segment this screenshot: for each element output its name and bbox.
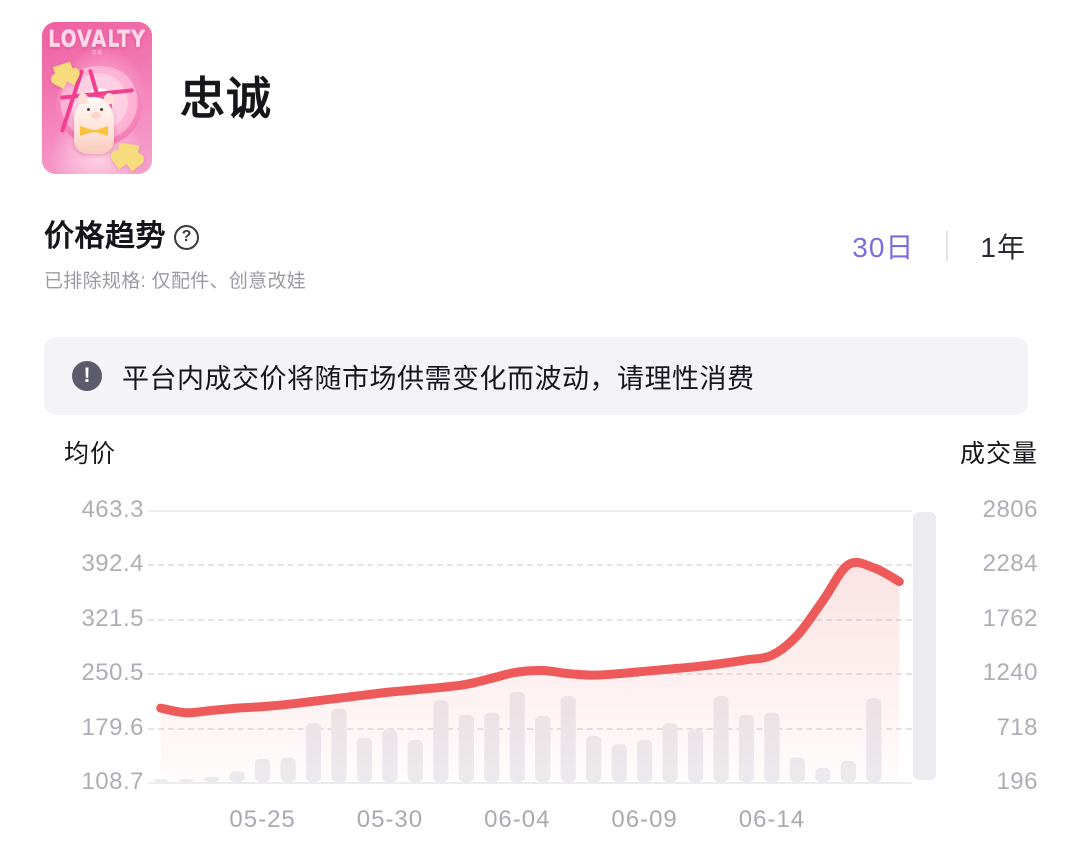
help-icon[interactable]: ? <box>174 224 199 250</box>
thumbnail-wordmark: LOVALTY <box>48 26 146 52</box>
section-subtitle: 已排除规格: 仅配件、创意改娃 <box>44 271 307 292</box>
x-tick: 06-04 <box>484 806 551 833</box>
volume-bar-latest <box>913 512 936 780</box>
y-tick-left: 463.3 <box>81 496 144 523</box>
y-tick-right: 196 <box>996 768 1038 795</box>
bowtie-icon <box>80 126 108 136</box>
exclamation-icon: ! <box>72 361 102 391</box>
price-trend-chart[interactable]: 均价 成交量 463.3 392.4 321.5 250.5 179.6 108.7 28… <box>0 424 1080 861</box>
y-tick-right: 1762 <box>982 604 1038 632</box>
plush-eye-left <box>87 108 90 111</box>
page-title: 价格趋势 <box>44 220 166 253</box>
x-tick: 06-14 <box>738 806 806 833</box>
y-tick-right: 2284 <box>982 550 1038 578</box>
plush-snout <box>91 112 101 119</box>
tab-divider <box>946 231 949 261</box>
y-tick-right: 718 <box>996 713 1038 741</box>
y-tick-right: 1240 <box>982 659 1038 687</box>
y-tick-left: 108.7 <box>81 768 144 795</box>
heart-icon <box>116 142 140 164</box>
price-disclaimer-banner: ! 平台内成交价将随市场供需变化而波动，请理性消费 <box>44 337 1028 415</box>
product-thumbnail[interactable]: LOVALTY 忠诚 <box>42 22 152 174</box>
range-tab-group: 30日 1年 <box>846 226 1032 266</box>
price-line <box>156 557 904 718</box>
product-header: LOVALTY 忠诚 忠诚 <box>42 22 272 174</box>
y-tick-left: 250.5 <box>81 659 144 687</box>
plush-character-icon <box>74 91 116 154</box>
chart-plot-area[interactable] <box>148 510 912 784</box>
section-title-row: 价格趋势 ? <box>44 222 306 252</box>
y-axis-title-right: 成交量 <box>959 440 1038 468</box>
y-tick-left: 321.5 <box>81 604 144 632</box>
gridline <box>148 564 912 567</box>
x-tick: 05-30 <box>356 806 424 833</box>
chart-svg <box>153 557 904 782</box>
y-axis-title-left: 均价 <box>64 440 117 468</box>
y-tick-left: 179.6 <box>81 713 144 741</box>
y-tick-left: 392.4 <box>81 550 144 578</box>
tab-1-year[interactable]: 1年 <box>980 232 1026 263</box>
gridline <box>148 510 912 512</box>
gridline <box>148 618 912 621</box>
product-title: 忠诚 <box>180 72 273 124</box>
section-header-left: 价格趋势 ? 已排除规格: 仅配件、创意改娃 <box>44 222 306 293</box>
thumbnail-wordmark-sub: 忠诚 <box>91 50 103 56</box>
x-tick: 06-09 <box>611 806 678 833</box>
plush-head <box>76 91 116 125</box>
plush-eye-right <box>100 108 103 111</box>
y-tick-right: 2806 <box>982 496 1038 523</box>
x-tick: 05-25 <box>229 806 296 833</box>
tab-30-days[interactable]: 30日 <box>852 232 915 263</box>
price-trend-section-header: 价格趋势 ? 已排除规格: 仅配件、创意改娃 30日 1年 <box>44 222 1032 293</box>
disclaimer-text: 平台内成交价将随市场供需变化而波动，请理性消费 <box>122 363 755 394</box>
gridline <box>148 782 912 784</box>
exclamation-glyph: ! <box>83 364 91 387</box>
